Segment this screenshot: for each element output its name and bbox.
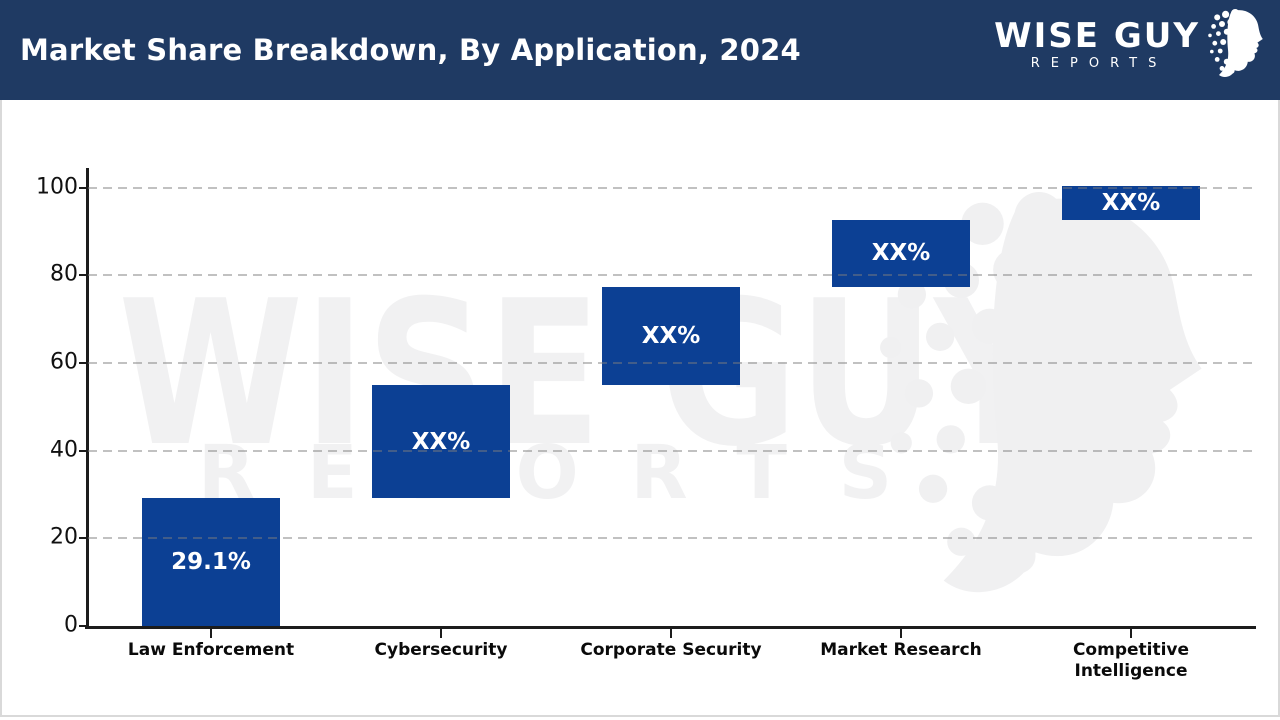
y-tick-label: 0 [64,612,78,638]
x-tick-mark [900,629,902,638]
x-axis-line [85,626,1256,629]
y-tick-mark [79,274,88,277]
gridline [88,449,1255,452]
y-tick-label: 40 [50,437,78,463]
bar-value-label: XX% [1101,190,1161,217]
y-tick-mark [79,537,88,540]
gridline [88,361,1255,364]
gridline [88,274,1255,277]
logo-reports-text: REPORTS [1030,55,1168,71]
bar-value-label: 29.1% [171,549,251,576]
bar-segment: XX% [602,287,740,385]
header-bar: Market Share Breakdown, By Application, … [0,0,1280,100]
bar-value-label: XX% [411,428,471,455]
left-border [0,100,2,717]
x-tick-mark [1130,629,1132,638]
y-tick-mark [79,449,88,452]
gridline [88,186,1255,189]
y-tick-label: 80 [50,261,78,287]
bar-value-label: XX% [871,240,931,267]
bar-segment: 29.1% [142,498,280,626]
logo-text: WISE GUY REPORTS [994,16,1200,71]
x-category-label: Corporate Security [580,640,762,660]
y-tick-label: 60 [50,349,78,375]
y-tick-label: 100 [36,174,78,199]
bar-value-label: XX% [641,322,701,349]
x-category-label: Market Research [820,640,982,660]
right-border [1278,100,1280,717]
x-tick-mark [210,629,212,638]
x-tick-mark [440,629,442,638]
gridline [88,537,1255,540]
x-category-label: Competitive Intelligence [1072,640,1190,681]
x-category-label: Cybersecurity [374,640,508,660]
x-tick-mark [670,629,672,638]
y-tick-mark [79,361,88,364]
wise-guy-logo: WISE GUY REPORTS [994,8,1264,82]
x-category-label: Law Enforcement [127,640,295,660]
bar-segment: XX% [372,384,510,499]
logo-brand-text: WISE GUY [994,16,1200,57]
y-tick-mark [79,186,88,189]
page-title: Market Share Breakdown, By Application, … [20,33,801,67]
y-tick-label: 20 [50,524,78,550]
bar-segment: XX% [832,219,970,288]
bottom-border [0,715,1280,717]
bar-segment: XX% [1062,186,1200,220]
y-axis-line [86,168,89,629]
y-tick-mark [79,625,88,627]
